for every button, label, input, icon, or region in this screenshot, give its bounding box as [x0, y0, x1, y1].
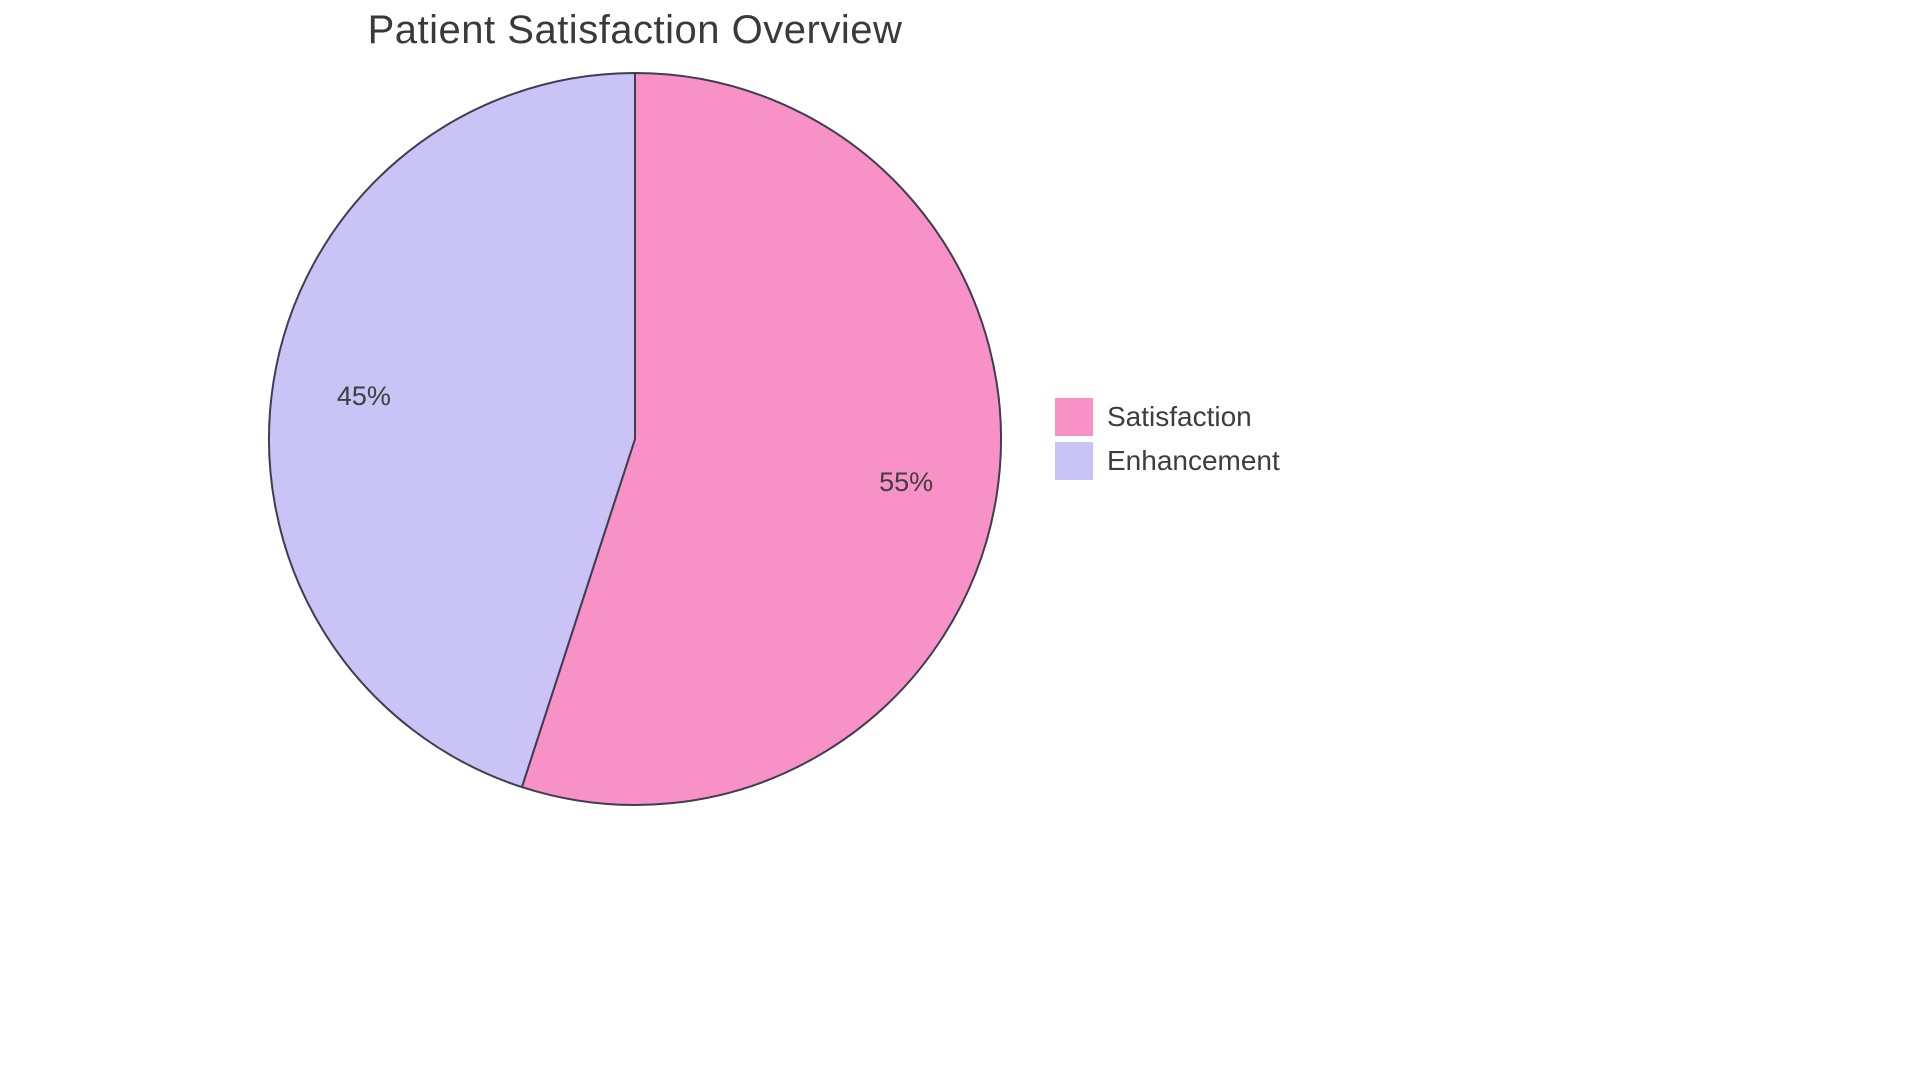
pie-slice-satisfaction — [520, 72, 1002, 806]
pie-slice-enhancement — [267, 72, 636, 789]
legend-label: Satisfaction — [1107, 401, 1252, 432]
legend-item-satisfaction[interactable]: Satisfaction — [1055, 395, 1280, 439]
legend-swatch-satisfaction — [1055, 398, 1093, 436]
chart-legend: Satisfaction Enhancement — [1055, 395, 1280, 483]
legend-label: Enhancement — [1107, 445, 1280, 476]
legend-swatch-enhancement — [1055, 442, 1093, 480]
slice-value-label-satisfaction: 55% — [879, 467, 933, 497]
slice-value-label-enhancement: 45% — [337, 381, 391, 411]
chart-title: Patient Satisfaction Overview — [367, 8, 903, 52]
legend-item-enhancement[interactable]: Enhancement — [1055, 439, 1280, 483]
